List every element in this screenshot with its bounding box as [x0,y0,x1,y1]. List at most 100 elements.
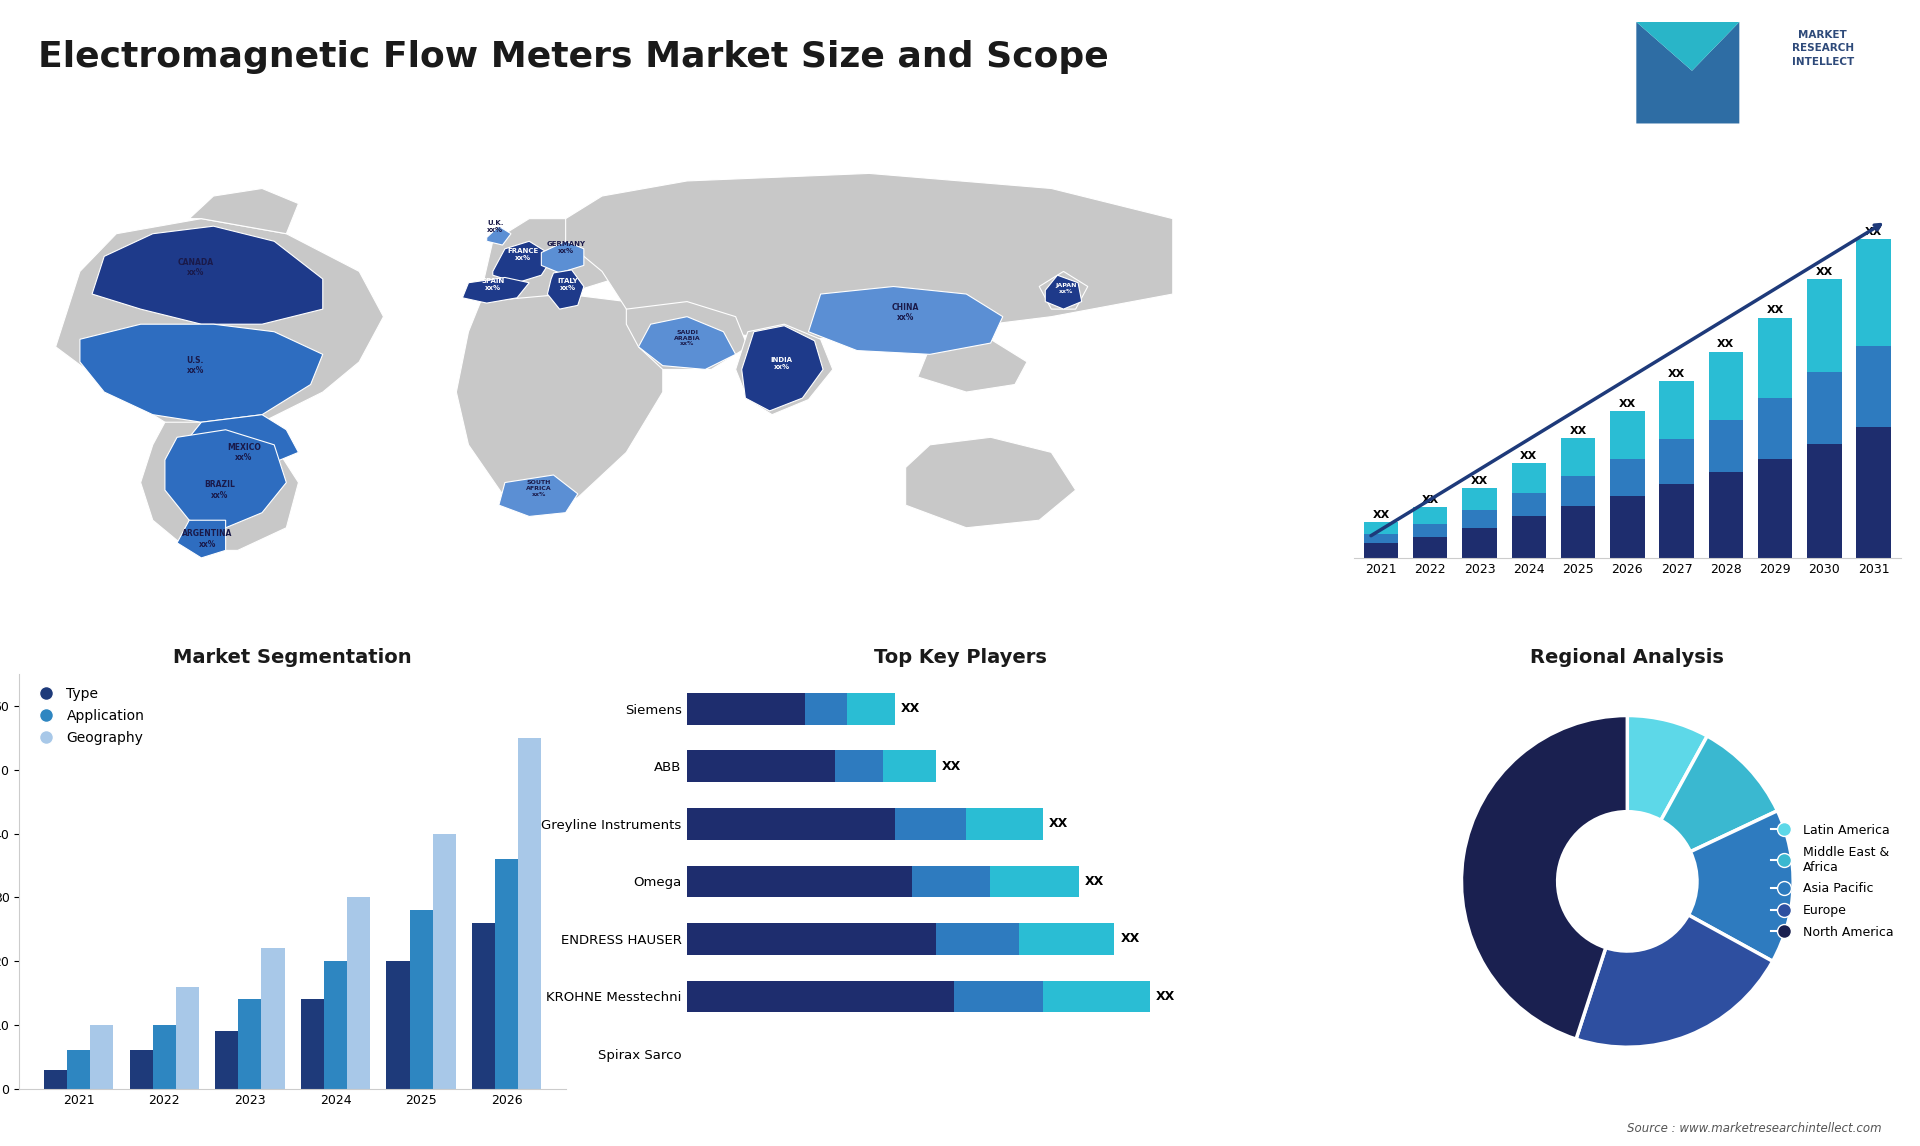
Wedge shape [1688,810,1793,961]
Polygon shape [1636,22,1740,71]
Bar [1561,477,1596,507]
Bar [324,961,348,1089]
Text: INDIA
xx%: INDIA xx% [770,358,793,370]
Bar [687,808,895,840]
Bar [687,751,835,782]
Bar [1413,508,1448,524]
Bar [1043,981,1150,1012]
Bar [835,751,883,782]
Bar [1611,411,1645,458]
Legend: Latin America, Middle East &
Africa, Asia Pacific, Europe, North America: Latin America, Middle East & Africa, Asi… [1766,819,1899,944]
Bar [386,961,409,1089]
Polygon shape [1044,275,1081,309]
Text: XX: XX [1521,450,1538,461]
Text: JAPAN
xx%: JAPAN xx% [1056,283,1077,293]
Bar [131,1051,154,1089]
Title: Regional Analysis: Regional Analysis [1530,647,1724,667]
Text: U.S.
xx%: U.S. xx% [186,356,204,376]
Text: MARKET
RESEARCH
INTELLECT: MARKET RESEARCH INTELLECT [1791,30,1855,66]
Polygon shape [918,339,1027,392]
Bar [1363,543,1398,558]
Bar [883,751,937,782]
Bar [1709,352,1743,419]
Bar [1807,444,1841,558]
Bar [518,738,541,1089]
Text: XX: XX [1766,305,1784,315]
Bar [1709,472,1743,558]
Bar [954,981,1043,1012]
Bar [1759,317,1793,398]
Polygon shape [177,520,227,558]
Text: Electromagnetic Flow Meters Market Size and Scope: Electromagnetic Flow Meters Market Size … [38,40,1110,74]
Text: SAUDI
ARABIA
xx%: SAUDI ARABIA xx% [674,330,701,346]
Text: XX: XX [1373,510,1390,520]
Bar [847,693,895,724]
Text: XX: XX [1816,267,1834,277]
Bar [966,808,1043,840]
Text: CHINA
xx%: CHINA xx% [893,303,920,322]
Text: Source : www.marketresearchintellect.com: Source : www.marketresearchintellect.com [1626,1122,1882,1135]
Bar [154,1025,177,1089]
Polygon shape [808,286,1002,354]
Polygon shape [140,422,298,550]
Text: ARGENTINA
xx%: ARGENTINA xx% [182,529,232,549]
Bar [348,897,371,1089]
Polygon shape [741,325,824,411]
Bar [912,865,989,897]
Bar [1463,488,1498,510]
Bar [1511,463,1546,493]
Bar [1463,510,1498,528]
Wedge shape [1628,715,1707,821]
Polygon shape [547,270,584,309]
Bar [1857,240,1891,346]
Bar [1659,484,1693,558]
Bar [409,910,432,1089]
Bar [472,923,495,1089]
Bar [1561,438,1596,477]
Bar [687,981,954,1012]
Polygon shape [499,474,578,517]
Bar [215,1031,238,1089]
Text: FRANCE
xx%: FRANCE xx% [507,249,540,261]
Polygon shape [190,188,298,234]
Polygon shape [486,226,511,245]
Bar [495,860,518,1089]
Bar [1561,507,1596,558]
Legend: Type, Application, Geography: Type, Application, Geography [27,681,150,751]
Bar [1857,346,1891,427]
Bar [937,923,1020,955]
Bar [1463,528,1498,558]
Bar [1363,534,1398,543]
Text: XX: XX [1619,399,1636,409]
Text: XX: XX [1121,933,1140,945]
Text: XX: XX [1864,227,1882,237]
Bar [238,999,261,1089]
Bar [687,923,937,955]
Text: XX: XX [1471,476,1488,486]
Polygon shape [493,242,553,283]
Bar [44,1069,67,1089]
Polygon shape [81,324,323,422]
Wedge shape [1661,736,1778,851]
Text: SPAIN
xx%: SPAIN xx% [482,278,505,291]
Polygon shape [463,277,530,303]
Wedge shape [1461,715,1628,1039]
Polygon shape [906,438,1075,528]
Bar [1511,493,1546,517]
Bar [432,833,455,1089]
Bar [1807,278,1841,372]
Text: XX: XX [900,702,920,715]
Polygon shape [1636,22,1740,124]
Bar [1413,537,1448,558]
Text: MEXICO
xx%: MEXICO xx% [227,442,261,462]
Bar [895,808,966,840]
Polygon shape [639,316,735,369]
Bar [687,693,804,724]
Bar [1857,427,1891,558]
Title: Top Key Players: Top Key Players [874,647,1046,667]
Polygon shape [56,219,384,438]
Polygon shape [1039,272,1089,309]
Polygon shape [541,242,584,273]
Bar [177,987,200,1089]
Bar [1020,923,1114,955]
